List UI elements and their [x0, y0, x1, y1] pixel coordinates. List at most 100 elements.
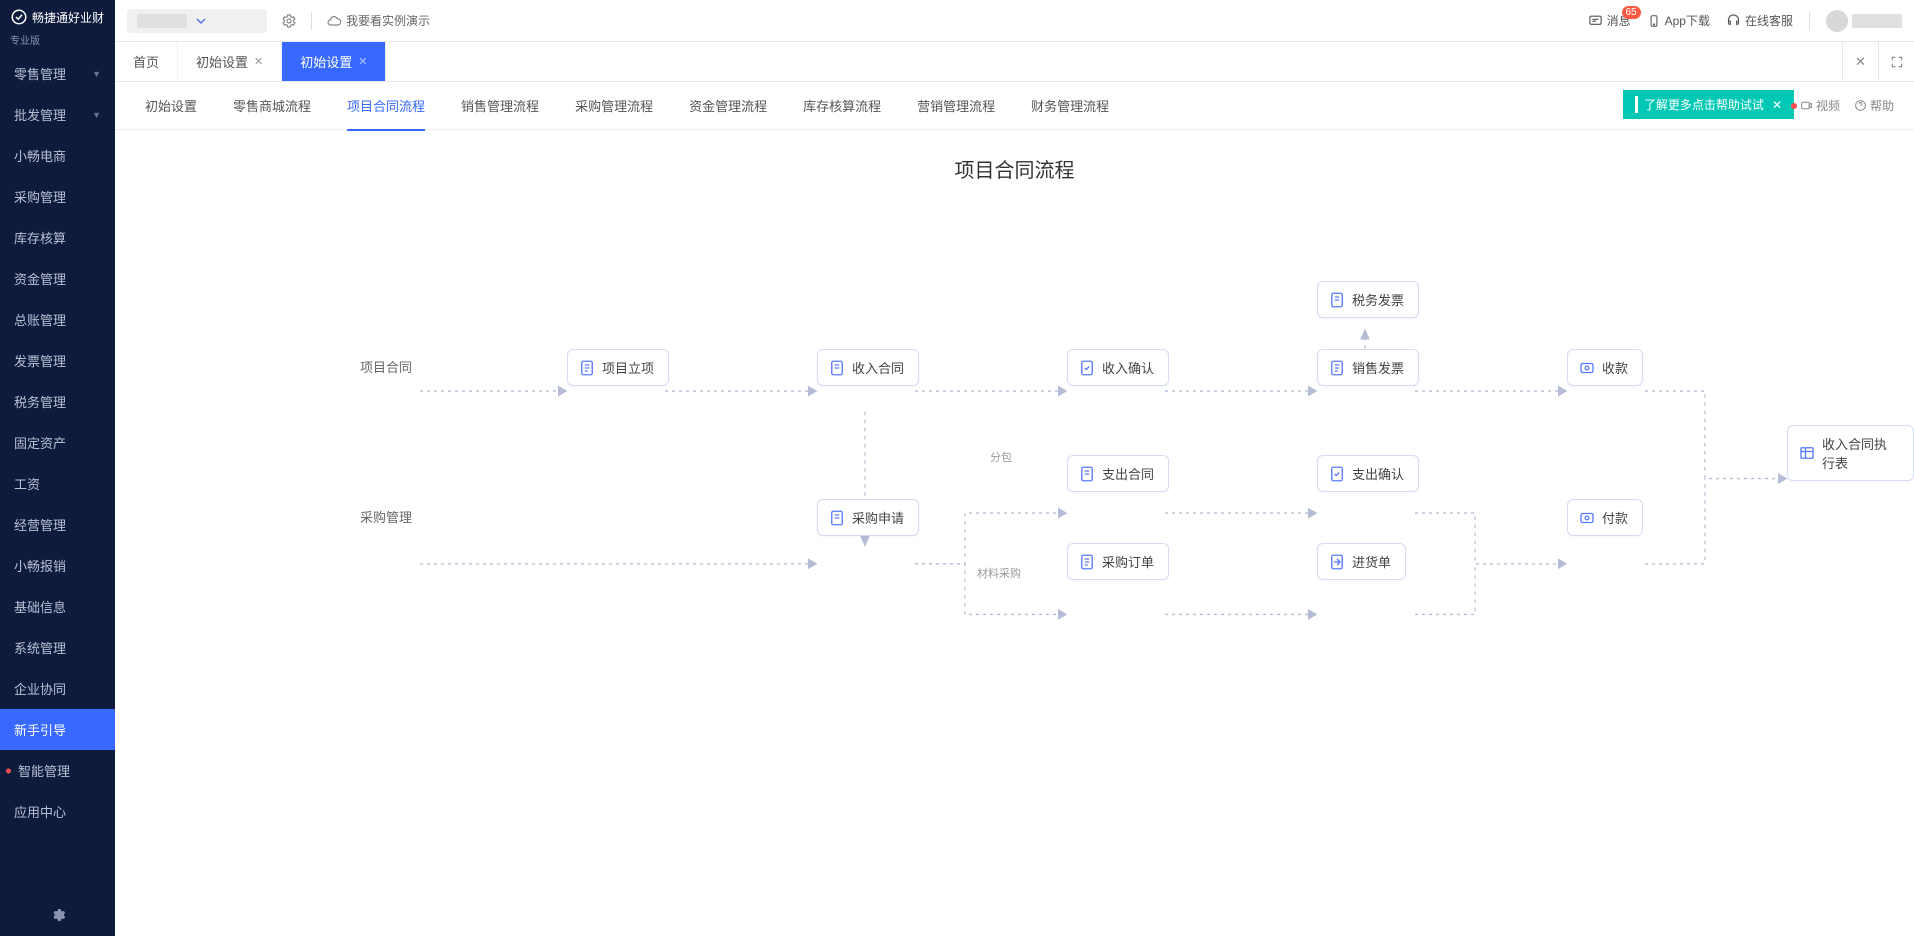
doc-icon	[1328, 359, 1346, 377]
sidebar-item-7[interactable]: 发票管理	[0, 340, 115, 381]
sidebar-item-8[interactable]: 税务管理	[0, 381, 115, 422]
sub-tab-7[interactable]: 营销管理流程	[917, 82, 995, 130]
sub-tab-2[interactable]: 项目合同流程	[347, 82, 425, 131]
settings-icon[interactable]	[281, 13, 297, 29]
brand-name: 畅捷通好业财	[32, 9, 104, 26]
video-link[interactable]: 视频	[1791, 97, 1840, 114]
edge-label-material: 材料采购	[977, 565, 1021, 581]
node-purchase-req[interactable]: 采购申请	[817, 499, 919, 536]
close-icon[interactable]: ✕	[254, 55, 263, 68]
sidebar-item-4[interactable]: 库存核算	[0, 217, 115, 258]
online-service-button[interactable]: 在线客服	[1726, 12, 1793, 29]
app-download-button[interactable]: App下载	[1647, 12, 1710, 29]
sidebar-item-15[interactable]: 企业协同	[0, 668, 115, 709]
sidebar-item-label: 新手引导	[14, 720, 66, 739]
sidebar-item-10[interactable]: 工资	[0, 463, 115, 504]
node-income-contract[interactable]: 收入合同	[817, 349, 919, 386]
help-icon	[1854, 99, 1867, 112]
row-label-purchase: 采购管理	[360, 507, 412, 526]
sidebar-item-13[interactable]: 基础信息	[0, 586, 115, 627]
sidebar-item-label: 基础信息	[14, 597, 66, 616]
help-link[interactable]: 帮助	[1854, 97, 1894, 114]
demo-link[interactable]: 我要看实例演示	[326, 12, 430, 29]
money-icon	[1578, 509, 1596, 527]
sub-tab-3[interactable]: 销售管理流程	[461, 82, 539, 130]
page-tab-1[interactable]: 初始设置 ✕	[178, 42, 282, 81]
sidebar-item-17[interactable]: 智能管理	[0, 750, 115, 791]
sidebar-item-18[interactable]: 应用中心	[0, 791, 115, 832]
sub-tab-4[interactable]: 采购管理流程	[575, 82, 653, 130]
node-exec-table[interactable]: 收入合同执行表	[1787, 425, 1914, 481]
table-icon	[1798, 444, 1816, 462]
sidebar-item-14[interactable]: 系统管理	[0, 627, 115, 668]
node-collect[interactable]: 收款	[1567, 349, 1643, 386]
doc-icon	[1078, 359, 1096, 377]
sidebar-item-label: 发票管理	[14, 351, 66, 370]
org-name-placeholder	[137, 14, 187, 28]
org-selector[interactable]	[127, 9, 267, 33]
sub-tab-1[interactable]: 零售商城流程	[233, 82, 311, 130]
row-label-project: 项目合同	[360, 357, 412, 376]
node-goods-in[interactable]: 进货单	[1317, 543, 1406, 580]
page-tab-label: 初始设置	[196, 52, 248, 71]
node-tax-invoice[interactable]: 税务发票	[1317, 281, 1419, 318]
doc-icon	[578, 359, 596, 377]
sidebar-item-3[interactable]: 采购管理	[0, 176, 115, 217]
sidebar-item-16[interactable]: 新手引导	[0, 709, 115, 750]
app-download-label: App下载	[1665, 12, 1710, 29]
sidebar-item-label: 智能管理	[18, 761, 70, 780]
sidebar-item-12[interactable]: 小畅报销	[0, 545, 115, 586]
sidebar-settings[interactable]	[0, 897, 115, 936]
help-banner-close[interactable]: ✕	[1772, 98, 1782, 112]
sub-tab-8[interactable]: 财务管理流程	[1031, 82, 1109, 130]
sub-tab-6[interactable]: 库存核算流程	[803, 82, 881, 130]
sidebar-item-label: 资金管理	[14, 269, 66, 288]
node-income-confirm[interactable]: 收入确认	[1067, 349, 1169, 386]
brand-logo: 畅捷通好业财	[0, 0, 115, 32]
user-menu[interactable]	[1826, 10, 1902, 32]
node-sales-invoice[interactable]: 销售发票	[1317, 349, 1419, 386]
gear-icon	[50, 907, 66, 923]
sidebar-item-label: 小畅报销	[14, 556, 66, 575]
doc-icon	[1078, 465, 1096, 483]
sidebar-item-label: 应用中心	[14, 802, 66, 821]
dot-icon	[1791, 103, 1797, 109]
sub-tab-5[interactable]: 资金管理流程	[689, 82, 767, 130]
sidebar-item-5[interactable]: 资金管理	[0, 258, 115, 299]
page-tab-0[interactable]: 首页	[115, 42, 178, 81]
node-payment[interactable]: 付款	[1567, 499, 1643, 536]
sidebar-item-9[interactable]: 固定资产	[0, 422, 115, 463]
sub-tab-0[interactable]: 初始设置	[145, 82, 197, 130]
close-icon[interactable]: ✕	[358, 55, 367, 68]
node-project[interactable]: 项目立项	[567, 349, 669, 386]
demo-link-label: 我要看实例演示	[346, 12, 430, 29]
brand-edition: 专业版	[0, 32, 115, 53]
sidebar: 畅捷通好业财 专业版 零售管理▼批发管理▼小畅电商采购管理库存核算资金管理总账管…	[0, 0, 115, 936]
expand-icon	[1890, 55, 1904, 69]
sidebar-item-label: 系统管理	[14, 638, 66, 657]
sidebar-item-label: 工资	[14, 474, 40, 493]
page-tab-2[interactable]: 初始设置 ✕	[282, 42, 386, 81]
page-tab-label: 初始设置	[300, 52, 352, 71]
sidebar-item-0[interactable]: 零售管理▼	[0, 53, 115, 94]
video-label: 视频	[1816, 97, 1840, 114]
flow-title: 项目合同流程	[115, 130, 1914, 193]
sidebar-item-label: 企业协同	[14, 679, 66, 698]
node-expense-contract[interactable]: 支出合同	[1067, 455, 1169, 492]
tab-close-all[interactable]: ✕	[1842, 42, 1878, 81]
sidebar-item-2[interactable]: 小畅电商	[0, 135, 115, 176]
sidebar-item-label: 批发管理	[14, 105, 66, 124]
help-banner[interactable]: 了解更多点击帮助试试 ✕	[1623, 90, 1794, 119]
tab-fullscreen[interactable]	[1878, 42, 1914, 81]
headset-icon	[1726, 13, 1741, 28]
cloud-icon	[326, 13, 342, 29]
chevron-down-icon	[193, 13, 209, 29]
node-expense-confirm[interactable]: 支出确认	[1317, 455, 1419, 492]
page-tab-label: 首页	[133, 52, 159, 71]
help-label: 帮助	[1870, 97, 1894, 114]
sidebar-item-1[interactable]: 批发管理▼	[0, 94, 115, 135]
sidebar-item-6[interactable]: 总账管理	[0, 299, 115, 340]
node-purchase-order[interactable]: 采购订单	[1067, 543, 1169, 580]
sidebar-item-11[interactable]: 经营管理	[0, 504, 115, 545]
messages-button[interactable]: 消息 65	[1588, 12, 1631, 29]
